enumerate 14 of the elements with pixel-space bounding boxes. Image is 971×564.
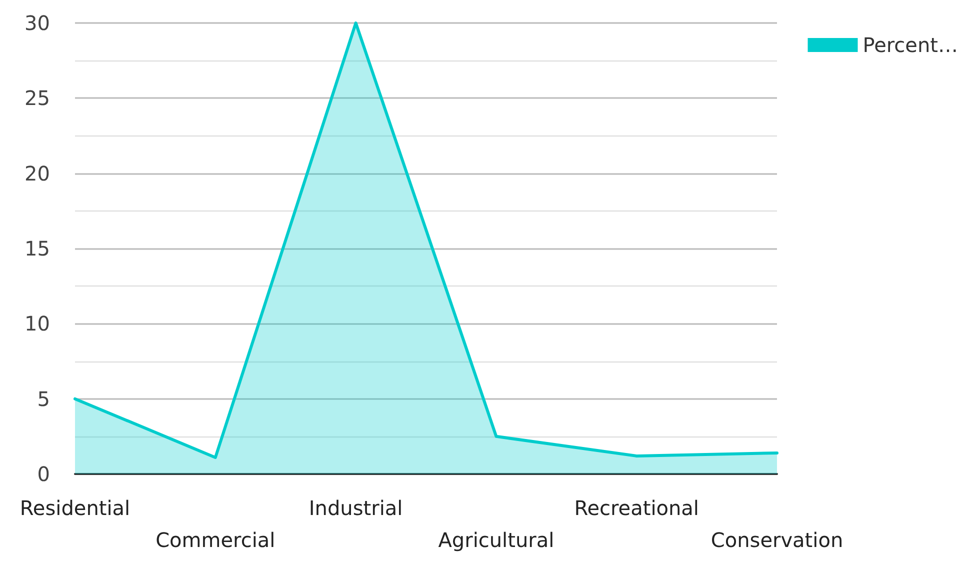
y-tick-label: 5: [37, 386, 50, 411]
y-tick-label: 20: [24, 161, 50, 186]
y-tick-label: 0: [37, 462, 50, 486]
y-tick-label: 25: [24, 86, 50, 110]
y-tick-label: 30: [24, 11, 50, 35]
x-tick-label: Commercial: [156, 528, 276, 552]
x-tick-label: Residential: [20, 496, 130, 520]
x-tick-label: Industrial: [308, 496, 403, 520]
y-tick-label: 15: [24, 236, 50, 260]
legend-label: Percent…: [862, 33, 958, 57]
x-tick-label: Recreational: [574, 496, 699, 520]
x-tick-label: Conservation: [710, 528, 844, 552]
y-tick-label: 10: [24, 312, 50, 336]
x-tick-label: Agricultural: [438, 528, 554, 552]
